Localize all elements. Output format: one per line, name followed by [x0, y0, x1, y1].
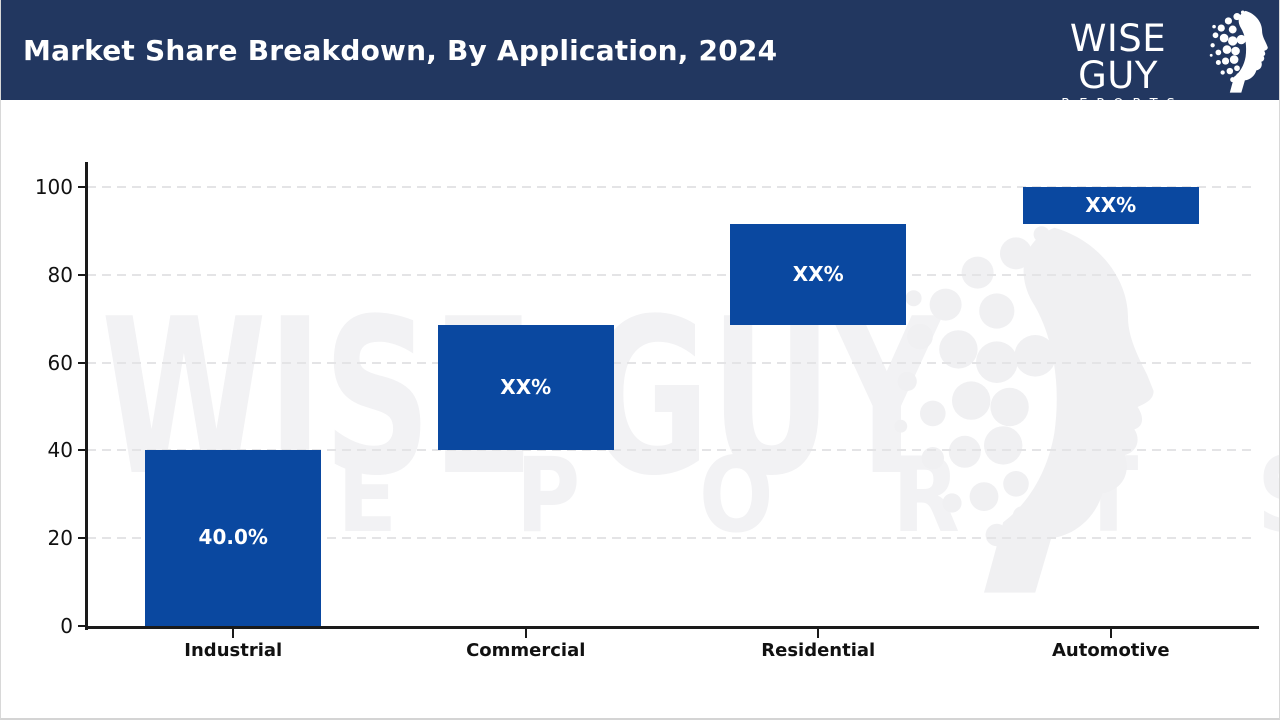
x-tick-mark — [817, 629, 820, 638]
page-title: Market Share Breakdown, By Application, … — [23, 34, 778, 67]
grid-line-60 — [87, 361, 1257, 364]
y-tick-label: 0 — [60, 614, 73, 638]
y-tick-label: 40 — [47, 438, 73, 463]
y-tick-label: 100 — [34, 175, 73, 199]
wiseguy-face-watermark — [894, 226, 1154, 593]
x-tick-label: Industrial — [184, 640, 283, 661]
y-tick-mark — [78, 273, 87, 276]
wiseguy-face-icon — [1209, 10, 1268, 93]
bar-value-label: XX% — [792, 261, 844, 286]
x-tick-mark — [232, 629, 235, 638]
bar-automotive — [1022, 187, 1199, 225]
logo-text: WISE GUY REPORTS — [1033, 20, 1203, 112]
y-tick-label: 80 — [47, 262, 73, 287]
x-tick-label: Automotive — [1051, 640, 1170, 661]
bar-value-label: XX% — [500, 374, 552, 399]
y-tick-mark — [78, 361, 87, 364]
bar-commercial — [437, 325, 614, 451]
x-tick-mark — [524, 629, 527, 638]
y-tick-mark — [78, 186, 87, 188]
bar-industrial — [145, 450, 322, 626]
x-tick-label: Residential — [761, 640, 876, 661]
bar-residential — [730, 224, 907, 326]
grid-line-80 — [87, 273, 1257, 276]
x-axis-line — [85, 626, 1259, 629]
y-tick-mark — [78, 449, 87, 452]
header-bar: Market Share Breakdown, By Application, … — [1, 0, 1279, 112]
grid-line-100 — [87, 186, 1257, 188]
y-tick-mark — [78, 537, 87, 540]
chart-area: WISE GUY R E P O R T S 0 20 40 60 80 100 40.0%… — [1, 100, 1279, 718]
grid-line-20 — [87, 537, 1257, 540]
logo-subtitle: REPORTS — [1061, 97, 1184, 112]
y-tick-mark — [78, 625, 87, 627]
wiseguy-logo: WISE GUY REPORTS — [1033, 6, 1273, 112]
y-tick-label: 20 — [47, 526, 73, 551]
x-tick-mark — [1109, 629, 1112, 638]
logo-wordmark: WISE GUY — [1069, 17, 1167, 97]
bar-value-label: 40.0% — [198, 525, 268, 550]
y-axis-line — [85, 162, 88, 630]
y-tick-label: 60 — [47, 350, 73, 375]
bar-value-label: XX% — [1085, 192, 1137, 217]
grid-line-40 — [87, 449, 1257, 452]
x-tick-label: Commercial — [466, 640, 586, 661]
